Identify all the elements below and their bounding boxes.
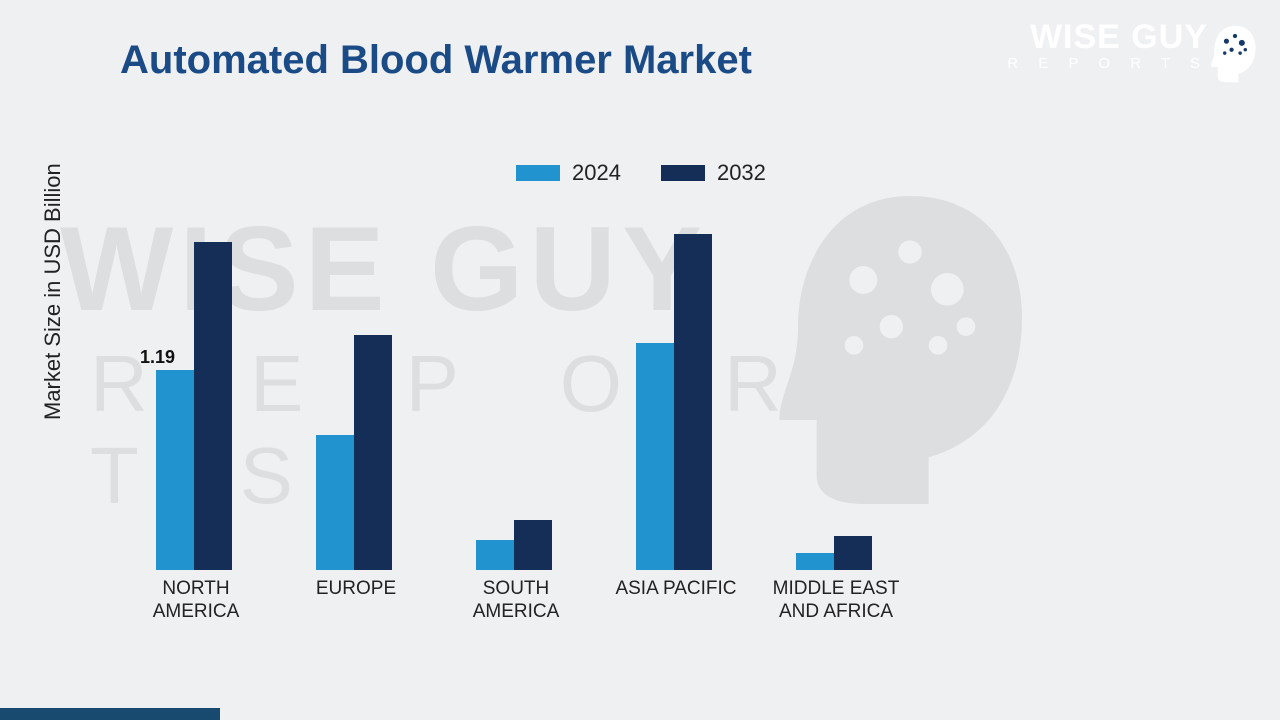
brand-line2: R E P O R T S (1007, 55, 1208, 72)
head-icon (1208, 24, 1262, 84)
bar-2032 (354, 335, 392, 570)
bar-value-label: 1.19 (140, 347, 175, 368)
x-axis-label: SOUTH AMERICA (446, 578, 586, 624)
brand-line1: WISE GUY (1030, 18, 1208, 57)
brand-panel (970, 0, 1280, 720)
legend-label: 2024 (572, 160, 621, 186)
x-axis-label: MIDDLE EAST AND AFRICA (766, 578, 906, 624)
x-axis-label: ASIA PACIFIC (606, 578, 746, 601)
bar-2024 (156, 370, 194, 570)
bar-2032 (194, 242, 232, 570)
bar-2032 (514, 520, 552, 570)
legend-label: 2032 (717, 160, 766, 186)
legend: 2024 2032 (516, 160, 766, 186)
bar-2024 (316, 435, 354, 570)
brand-logo: WISE GUY R E P O R T S (1007, 18, 1256, 72)
footer-accent-bar (0, 708, 220, 720)
chart-title: Automated Blood Warmer Market (120, 38, 752, 83)
legend-swatch (661, 165, 705, 181)
bar-2032 (674, 234, 712, 570)
x-axis-label: EUROPE (286, 578, 426, 601)
bar-2024 (796, 553, 834, 570)
bar-2024 (636, 343, 674, 570)
plot-area: 1.19NORTH AMERICAEUROPESOUTH AMERICAASIA… (136, 200, 936, 570)
legend-item-2024: 2024 (516, 160, 621, 186)
y-axis-label: Market Size in USD Billion (40, 163, 66, 420)
x-axis-label: NORTH AMERICA (126, 578, 266, 624)
legend-swatch (516, 165, 560, 181)
bar-2024 (476, 540, 514, 570)
legend-item-2032: 2032 (661, 160, 766, 186)
bar-2032 (834, 536, 872, 570)
chart-area: Market Size in USD Billion 20242032 1.19… (46, 160, 946, 690)
